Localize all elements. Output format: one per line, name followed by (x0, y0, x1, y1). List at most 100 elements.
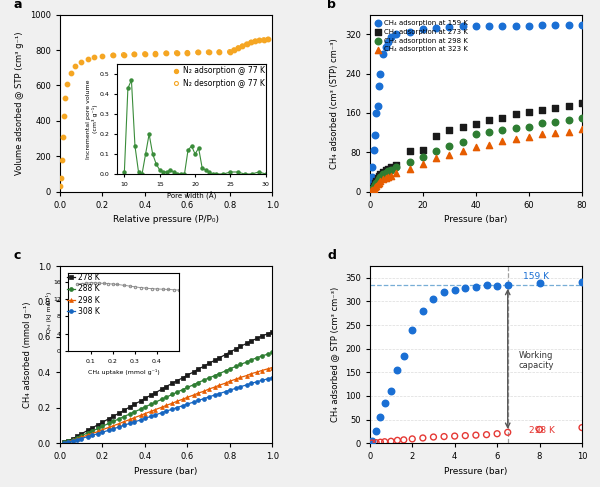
Text: c: c (13, 249, 20, 262)
308 K (247, 380, 254, 386)
CH₄ adsorption at 323 K (371, 182, 381, 190)
Point (407, 435, 417, 443)
288 K (173, 389, 181, 395)
CH₄ adsorption at 159 K (484, 22, 494, 30)
Point (471, 431, 481, 439)
CH₄ adsorption at 298 K (371, 179, 381, 187)
Point (371, 439, 381, 447)
Point (482, 431, 491, 439)
308 K (61, 440, 68, 446)
CH₄ adsorption at 323 K (374, 179, 384, 187)
Point (577, 424, 587, 431)
278 K (84, 428, 91, 433)
CH₄ adsorption at 159 K (511, 22, 520, 30)
N₂ adsorption @ 77 K (214, 48, 224, 56)
CH₄ adsorption at 323 K (373, 180, 383, 188)
CH₄ adsorption at 323 K (418, 160, 428, 168)
N₂ adsorption @ 77 K (98, 52, 107, 60)
Line: 278 K: 278 K (62, 330, 274, 444)
Point (418, 307, 428, 315)
CH₄ adsorption at 323 K (538, 130, 547, 138)
CH₄ adsorption at 159 K (405, 28, 415, 36)
308 K (69, 438, 76, 444)
N₂ desorption @ 77 K (140, 50, 149, 58)
N₂ desorption @ 77 K (151, 50, 160, 57)
CH₄ adsorption at 323 K (551, 129, 560, 136)
CH₄ adsorption at 323 K (577, 125, 587, 133)
Line: 298 K: 298 K (62, 366, 274, 445)
278 K (141, 395, 148, 401)
288 K (194, 380, 202, 386)
Point (450, 286, 460, 294)
278 K (179, 375, 187, 380)
298 K (265, 366, 272, 372)
CH₄ adsorption at 323 K (524, 133, 534, 141)
288 K (184, 384, 191, 390)
N₂ adsorption @ 77 K (193, 48, 203, 56)
288 K (247, 357, 254, 363)
288 K (190, 382, 197, 388)
288 K (163, 394, 170, 400)
288 K (137, 406, 144, 412)
CH₄ adsorption at 298 K (383, 167, 393, 175)
CH₄ adsorption at 273 K (551, 104, 560, 112)
CH₄ adsorption at 273 K (538, 106, 547, 114)
Point (471, 283, 481, 291)
308 K (237, 384, 244, 390)
N₂ desorption @ 77 K (254, 37, 264, 44)
298 K (73, 436, 80, 442)
Line: 308 K: 308 K (62, 375, 274, 445)
308 K (88, 432, 95, 438)
CH₄ adsorption at 273 K (471, 120, 481, 128)
CH₄ adsorption at 323 K (365, 187, 375, 195)
CH₄ adsorption at 159 K (381, 43, 391, 51)
N₂ desorption @ 77 K (182, 49, 192, 56)
Point (399, 436, 409, 444)
CH₄ adsorption at 323 K (564, 128, 574, 135)
278 K (173, 378, 181, 384)
278 K (184, 372, 191, 378)
298 K (88, 431, 95, 436)
298 K (247, 371, 254, 376)
308 K (116, 424, 123, 430)
278 K (95, 422, 102, 428)
308 K (179, 403, 187, 409)
CH₄ adsorption at 273 K (418, 146, 428, 154)
N₂ desorption @ 77 K (172, 49, 182, 57)
308 K (95, 431, 102, 436)
308 K (127, 420, 134, 426)
CH₄ adsorption at 273 K (365, 187, 375, 195)
Point (535, 279, 544, 286)
288 K (127, 411, 134, 417)
CH₄ adsorption at 159 K (392, 30, 401, 38)
288 K (65, 438, 72, 444)
N₂ adsorption @ 77 K (172, 49, 182, 57)
Point (386, 437, 396, 445)
278 K (163, 384, 170, 390)
298 K (69, 437, 76, 443)
298 K (194, 390, 202, 396)
Point (399, 352, 409, 360)
Point (367, 439, 377, 447)
CH₄ adsorption at 273 K (369, 182, 379, 190)
CH₄ adsorption at 323 K (471, 144, 481, 151)
CH₄ adsorption at 273 K (445, 126, 454, 133)
CH₄ adsorption at 273 K (371, 177, 381, 185)
308 K (148, 413, 155, 419)
298 K (169, 400, 176, 406)
Point (482, 281, 491, 289)
CH₄ adsorption at 323 K (366, 187, 376, 195)
278 K (211, 357, 218, 363)
Y-axis label: CH₄ adsorbed (cm³ (STP) cm⁻³): CH₄ adsorbed (cm³ (STP) cm⁻³) (331, 38, 340, 169)
CH₄ adsorption at 273 K (511, 110, 520, 118)
Text: b: b (328, 0, 336, 11)
278 K (237, 343, 244, 349)
CH₄ adsorption at 323 K (381, 174, 391, 182)
298 K (173, 398, 181, 404)
CH₄ adsorption at 159 K (367, 173, 377, 181)
CH₄ adsorption at 159 K (524, 22, 534, 30)
CH₄ adsorption at 323 K (458, 148, 467, 155)
278 K (137, 398, 144, 404)
298 K (116, 421, 123, 427)
CH₄ adsorption at 273 K (367, 187, 376, 194)
